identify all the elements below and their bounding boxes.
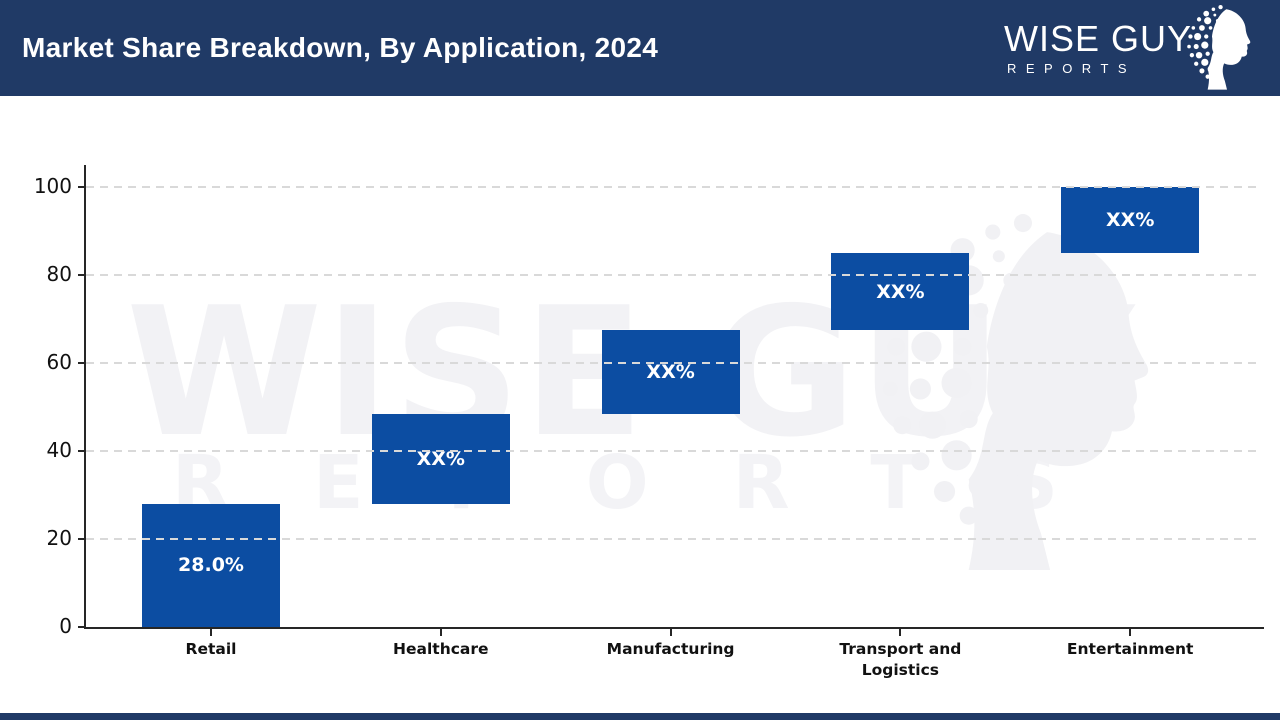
y-tick-mark-100 [78, 186, 85, 188]
wiseguy-logo: WISE GUY REPORTS [1004, 5, 1258, 91]
x-tick-mark-healthcare [439, 629, 442, 636]
y-gridline-40 [86, 450, 1262, 452]
y-tick-mark-80 [78, 274, 85, 276]
y-tick-label-80: 80 [46, 262, 72, 286]
bar-transport-and-logistics: XX% [831, 253, 970, 330]
y-tick-mark-60 [78, 362, 85, 364]
y-tick-label-100: 100 [33, 174, 72, 198]
bar-manufacturing: XX% [601, 330, 740, 414]
x-axis-line [84, 627, 1264, 629]
logo-wordmark: WISE GUY [1003, 17, 1192, 59]
bar-label-manufacturing: XX% [646, 360, 695, 383]
wiseguy-logo-text: WISE GUY REPORTS [1003, 17, 1192, 76]
x-category-label-healthcare: Healthcare [393, 640, 489, 658]
bar-label-healthcare: XX% [416, 447, 465, 470]
x-category-label-transport-and-logistics: Transport and Logistics [839, 640, 962, 679]
y-gridline-100 [86, 186, 1262, 188]
y-tick-label-20: 20 [46, 526, 72, 550]
bar-label-entertainment: XX% [1106, 209, 1155, 231]
x-category-label-retail: Retail [185, 640, 237, 658]
wiseguy-face-icon [1187, 5, 1251, 90]
bar-retail: 28.0% [142, 503, 280, 627]
bar-entertainment: XX% [1061, 187, 1200, 253]
y-tick-label-60: 60 [46, 350, 72, 374]
bar-label-retail: 28.0% [178, 554, 244, 577]
footer-bar [0, 713, 1280, 720]
y-gridline-20 [86, 538, 1262, 540]
x-category-label-manufacturing: Manufacturing [606, 640, 735, 658]
x-tick-mark-retail [210, 629, 212, 636]
header: Market Share Breakdown, By Application, … [0, 0, 1280, 96]
y-axis-line [84, 165, 86, 629]
logo-subtitle: REPORTS [1006, 60, 1137, 76]
y-gridline-80 [86, 274, 1262, 276]
y-tick-label-40: 40 [46, 438, 72, 462]
y-tick-label-0: 0 [59, 614, 72, 638]
x-category-label-entertainment: Entertainment [1066, 640, 1194, 658]
page-title: Market Share Breakdown, By Application, … [22, 32, 659, 63]
y-tick-mark-40 [78, 450, 85, 452]
bar-label-transport-and-logistics: XX% [876, 280, 925, 303]
x-tick-mark-entertainment [1129, 629, 1132, 636]
x-tick-mark-transport-and-logistics [899, 629, 902, 636]
y-tick-mark-20 [78, 538, 85, 540]
bar-healthcare: XX% [371, 413, 510, 504]
y-gridline-60 [86, 362, 1262, 364]
x-tick-mark-manufacturing [669, 629, 672, 636]
y-tick-mark-0 [78, 626, 85, 628]
